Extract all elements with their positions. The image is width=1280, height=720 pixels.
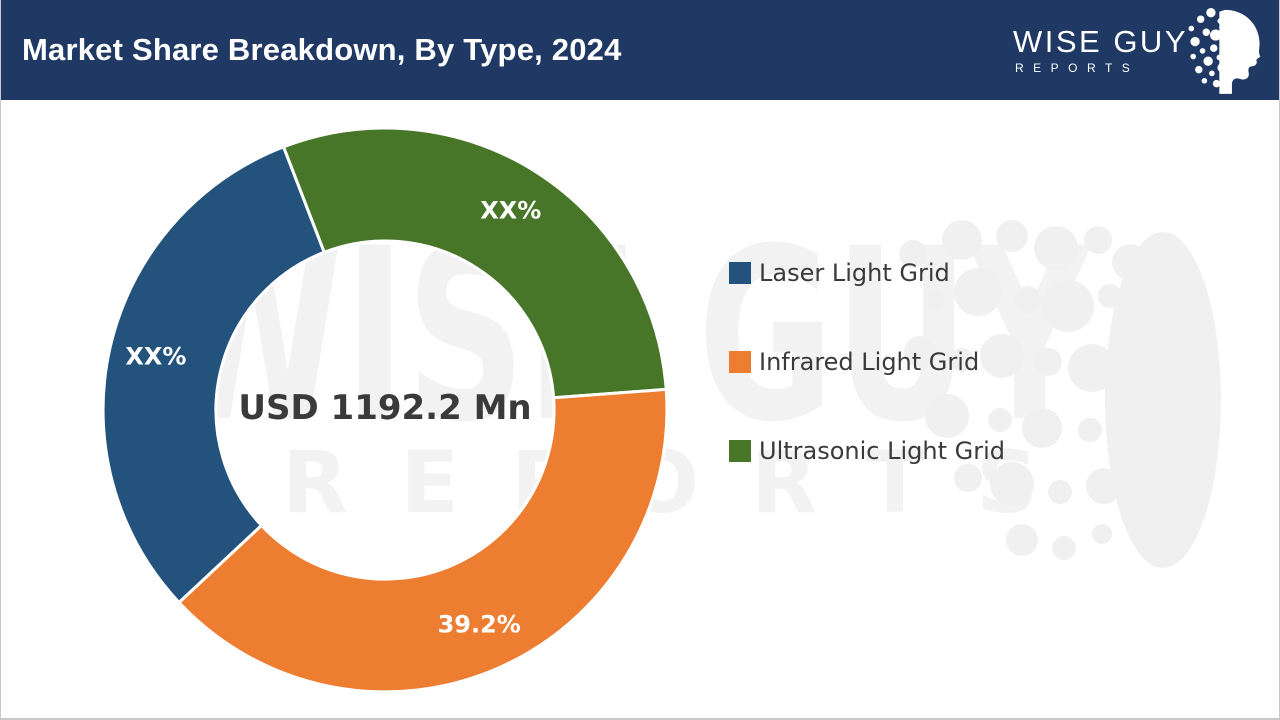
slice-label-infrared-light-grid: 39.2%	[438, 610, 521, 638]
wise-guy-logo: WISE GUY REPORTS	[1013, 6, 1266, 94]
chart-title: Market Share Breakdown, By Type, 2024	[22, 32, 622, 67]
legend-item-laser: Laser Light Grid	[729, 258, 1005, 288]
logo-text: WISE GUY REPORTS	[1013, 26, 1188, 75]
logo-face-icon	[1188, 8, 1261, 94]
legend-item-infrared: Infrared Light Grid	[729, 347, 1005, 377]
logo-subtext: REPORTS	[1014, 60, 1140, 75]
header-bar: Market Share Breakdown, By Type, 2024 WI…	[0, 0, 1280, 100]
donut-slice-ultrasonic-light-grid	[282, 126, 668, 400]
logo-wordmark: WISE GUY	[1012, 23, 1188, 59]
slice-label-laser-light-grid: XX%	[125, 343, 186, 371]
slice-label-ultrasonic-light-grid: XX%	[480, 197, 541, 225]
legend-label-infrared: Infrared Light Grid	[759, 348, 980, 376]
legend-swatch-laser	[729, 262, 751, 284]
legend: Laser Light Grid Infrared Light Grid Ult…	[729, 258, 1005, 466]
legend-item-ultrasonic: Ultrasonic Light Grid	[729, 436, 1005, 466]
legend-swatch-infrared	[729, 351, 751, 373]
legend-label-laser: Laser Light Grid	[759, 259, 950, 287]
donut-center-value: USD 1192.2 Mn	[238, 388, 532, 428]
legend-label-ultrasonic: Ultrasonic Light Grid	[759, 437, 1005, 465]
donut-slice-laser-light-grid	[101, 145, 326, 604]
legend-swatch-ultrasonic	[729, 440, 751, 462]
donut-slice-infrared-light-grid	[177, 387, 669, 694]
